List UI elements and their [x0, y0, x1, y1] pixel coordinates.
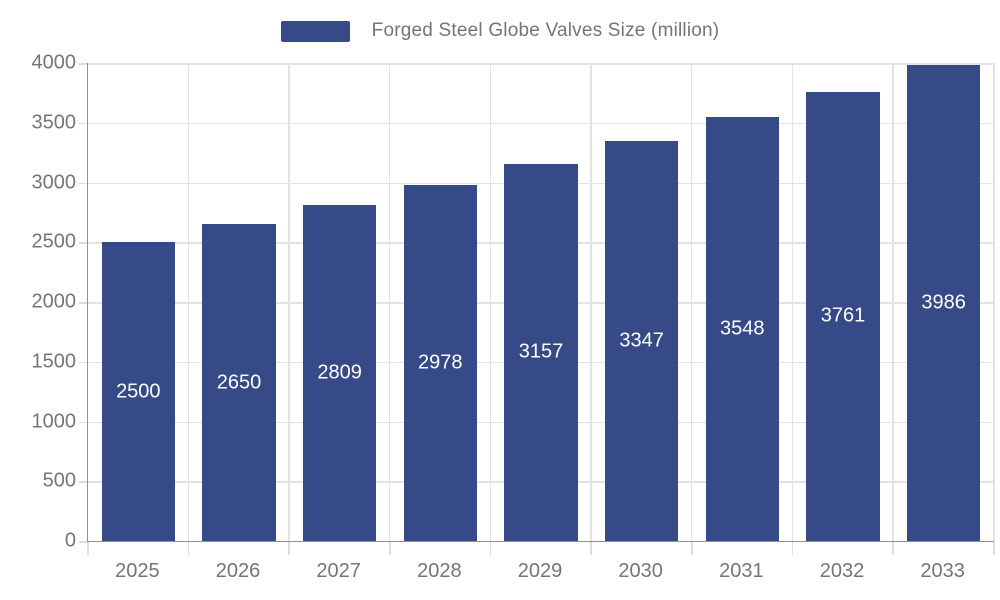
y-axis-tick-mark	[79, 242, 87, 244]
plot-area: 2500 2650 2809 2978 3157 3347 3548 3761 3986	[87, 63, 995, 542]
bar-slot-2032: 3761	[793, 91, 894, 541]
y-axis-tick-mark	[79, 361, 87, 364]
gridline-vertical	[288, 63, 290, 541]
x-axis-tick-label: 2026	[215, 560, 261, 582]
y-axis-tick-label: 2000	[31, 290, 77, 313]
x-axis-tick-mark	[590, 542, 592, 555]
bar-2028[interactable]: 2978	[403, 185, 478, 541]
bar-2032[interactable]: 3761	[806, 91, 880, 541]
x-axis-tick-label: 2025	[115, 560, 160, 582]
y-axis-tick-label: 1500	[31, 350, 77, 373]
y-axis-tick-label: 2500	[31, 230, 77, 253]
bar-value-label: 2809	[317, 361, 362, 384]
gridline-vertical	[388, 63, 391, 541]
x-axis-tick-mark	[892, 542, 894, 555]
y-axis-tick-mark	[79, 481, 87, 483]
x-axis-tick-mark	[691, 542, 693, 555]
gridline-horizontal	[88, 122, 994, 125]
y-axis-tick-label: 1000	[31, 410, 77, 432]
bar-2026[interactable]: 2650	[202, 224, 276, 541]
x-axis-tick-label: 2029	[517, 560, 563, 582]
legend-item[interactable]: Forged Steel Globe Valves Size (million)	[280, 20, 720, 42]
bar-slot-2031: 3548	[692, 117, 793, 541]
y-axis-tick-mark	[79, 302, 87, 304]
gridline-vertical	[489, 63, 492, 541]
bar-slot-2028: 2978	[390, 185, 491, 541]
y-axis-tick-mark	[79, 182, 87, 184]
bar-slot-2033: 3986	[893, 64, 994, 541]
x-axis-tick-label: 2031	[719, 560, 764, 582]
x-axis-tick-mark	[389, 542, 391, 555]
x-axis-tick-mark	[87, 542, 89, 555]
bar-value-label: 2500	[116, 380, 161, 403]
bar-2027[interactable]: 2809	[302, 205, 377, 541]
bar-slot-2025: 2500	[88, 242, 189, 541]
bar-value-label: 3548	[720, 317, 765, 340]
x-axis-tick-mark	[993, 542, 995, 555]
legend-swatch-icon	[280, 20, 350, 42]
bar-slot-2026: 2650	[189, 224, 290, 541]
bar-value-label: 3986	[921, 291, 966, 314]
x-axis-tick-mark	[187, 542, 190, 555]
bar-value-label: 3347	[619, 329, 664, 352]
bar-2029[interactable]: 3157	[504, 163, 578, 541]
legend: Forged Steel Globe Valves Size (million)	[0, 20, 1000, 42]
x-axis-tick-mark	[791, 542, 794, 555]
gridline-vertical	[791, 63, 794, 541]
gridline-vertical	[187, 63, 190, 541]
y-axis-tick-label: 4000	[31, 51, 77, 74]
gridline-horizontal	[88, 63, 994, 65]
gridline-vertical	[892, 63, 894, 541]
x-axis-tick-label: 2028	[417, 560, 462, 582]
bar-2030[interactable]: 3347	[604, 141, 679, 541]
bar-value-label: 3761	[820, 304, 866, 327]
bar-value-label: 3157	[518, 340, 564, 363]
y-axis-tick-mark	[79, 421, 87, 423]
bar-slot-2027: 2809	[289, 205, 390, 541]
y-axis-tick-label: 0	[64, 529, 76, 552]
gridline-vertical	[690, 63, 693, 541]
y-axis-tick-label: 3500	[31, 111, 77, 134]
x-axis-tick-label: 2027	[316, 560, 361, 582]
y-axis-tick-mark	[79, 122, 87, 125]
x-axis-tick-label: 2030	[618, 560, 663, 582]
x-axis-tick-mark	[489, 542, 492, 555]
x-axis-tick-label: 2033	[920, 560, 965, 582]
gridline-vertical	[590, 63, 592, 541]
y-axis-tick-label: 3000	[31, 171, 77, 193]
y-axis-tick-mark	[79, 541, 87, 543]
y-axis-tick-label: 500	[42, 469, 76, 492]
bar-2025[interactable]: 2500	[101, 242, 176, 541]
bar-2033[interactable]: 3986	[906, 64, 981, 541]
y-axis-tick-mark	[79, 63, 87, 65]
x-axis-tick-mark	[288, 542, 290, 555]
gridline-vertical	[993, 63, 995, 541]
legend-label: Forged Steel Globe Valves Size (million)	[371, 20, 720, 41]
bar-value-label: 2650	[216, 371, 262, 394]
x-axis-tick-label: 2032	[819, 560, 865, 582]
bar-slot-2030: 3347	[591, 141, 692, 541]
bar-2031[interactable]: 3548	[705, 117, 780, 541]
bar-value-label: 2978	[418, 351, 463, 374]
bar-slot-2029: 3157	[491, 163, 592, 541]
